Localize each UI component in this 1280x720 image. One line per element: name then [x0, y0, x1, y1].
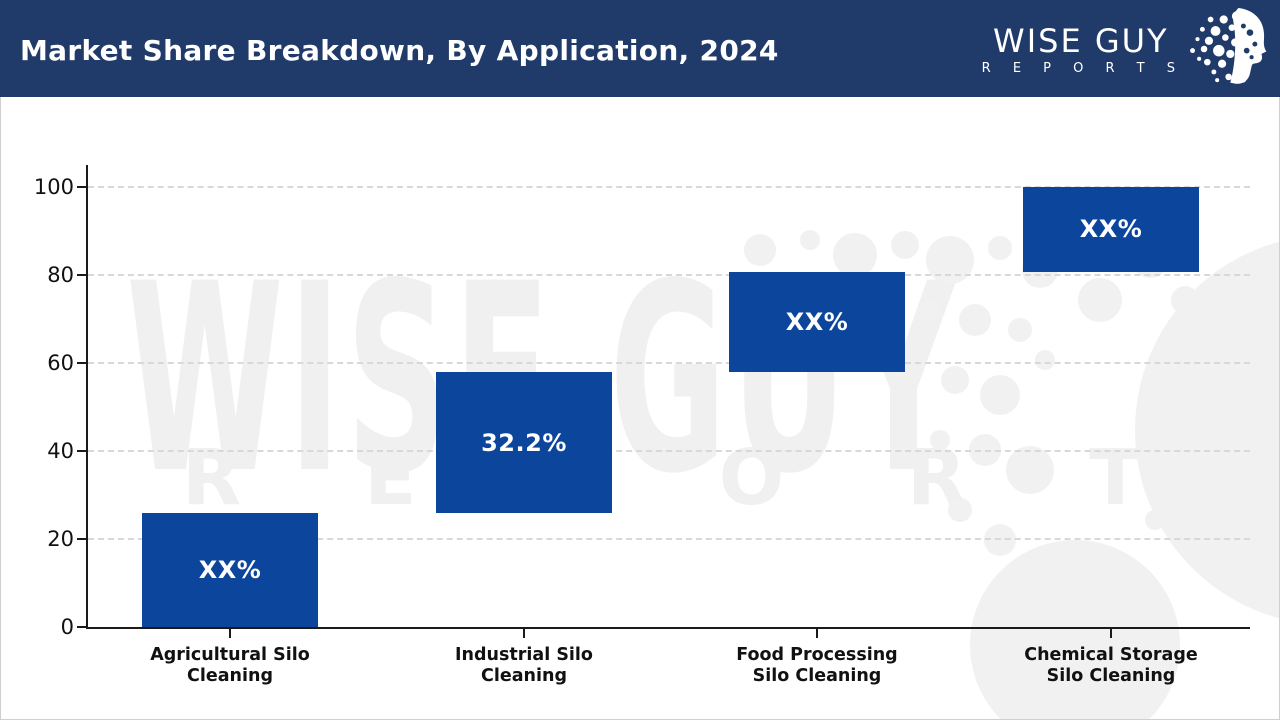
x-tick-label: Chemical Storage Silo Cleaning [1024, 645, 1198, 686]
header-band: Market Share Breakdown, By Application, … [0, 0, 1280, 97]
x-tick-label: Industrial Silo Cleaning [455, 645, 593, 686]
x-tick-label: Food Processing Silo Cleaning [736, 645, 898, 686]
y-axis-spine [86, 165, 88, 629]
brand-logo-text: WISE GUY R E P O R T S [978, 22, 1184, 76]
bar-segment: XX% [1023, 187, 1199, 272]
bar-segment: 32.2% [436, 371, 612, 514]
x-tick-3 [1110, 629, 1112, 638]
brand-logo: WISE GUY R E P O R T S [978, 4, 1268, 94]
x-tick-2 [816, 629, 818, 638]
brand-name: WISE GUY [993, 22, 1169, 60]
y-tick-label-100: 100 [33, 175, 74, 199]
x-tick-label: Agricultural Silo Cleaning [150, 645, 310, 686]
y-tick-20 [77, 538, 86, 540]
y-tick-label-0: 0 [60, 615, 74, 639]
y-tick-40 [77, 450, 86, 452]
gridline-100 [88, 186, 1250, 188]
bar-value-label: XX% [1079, 215, 1143, 244]
gridline-40 [88, 450, 1250, 452]
gridline-80 [88, 274, 1250, 276]
y-tick-80 [77, 274, 86, 276]
y-tick-label-60: 60 [47, 351, 74, 375]
x-tick-0 [229, 629, 231, 638]
bar-value-label: 32.2% [481, 428, 567, 457]
y-tick-60 [77, 362, 86, 364]
y-tick-label-20: 20 [47, 527, 74, 551]
chart-title: Market Share Breakdown, By Application, … [20, 34, 779, 67]
dot-face-profile-icon [1190, 8, 1267, 84]
x-axis-spine [86, 627, 1250, 629]
bar-segment: XX% [142, 513, 318, 627]
brand-tagline: R E P O R T S [981, 61, 1184, 76]
bar-value-label: XX% [785, 307, 849, 336]
bar-value-label: XX% [198, 556, 262, 585]
bar-segment: XX% [729, 271, 905, 372]
gridline-60 [88, 362, 1250, 364]
y-tick-0 [77, 626, 86, 628]
y-tick-100 [77, 186, 86, 188]
plot-area: 0 20 40 60 80 100 XX% Agricultural Silo Cleaning… [34, 165, 1250, 686]
x-tick-1 [523, 629, 525, 638]
y-tick-label-40: 40 [47, 439, 74, 463]
y-tick-label-80: 80 [47, 263, 74, 287]
gridline-20 [88, 538, 1250, 540]
